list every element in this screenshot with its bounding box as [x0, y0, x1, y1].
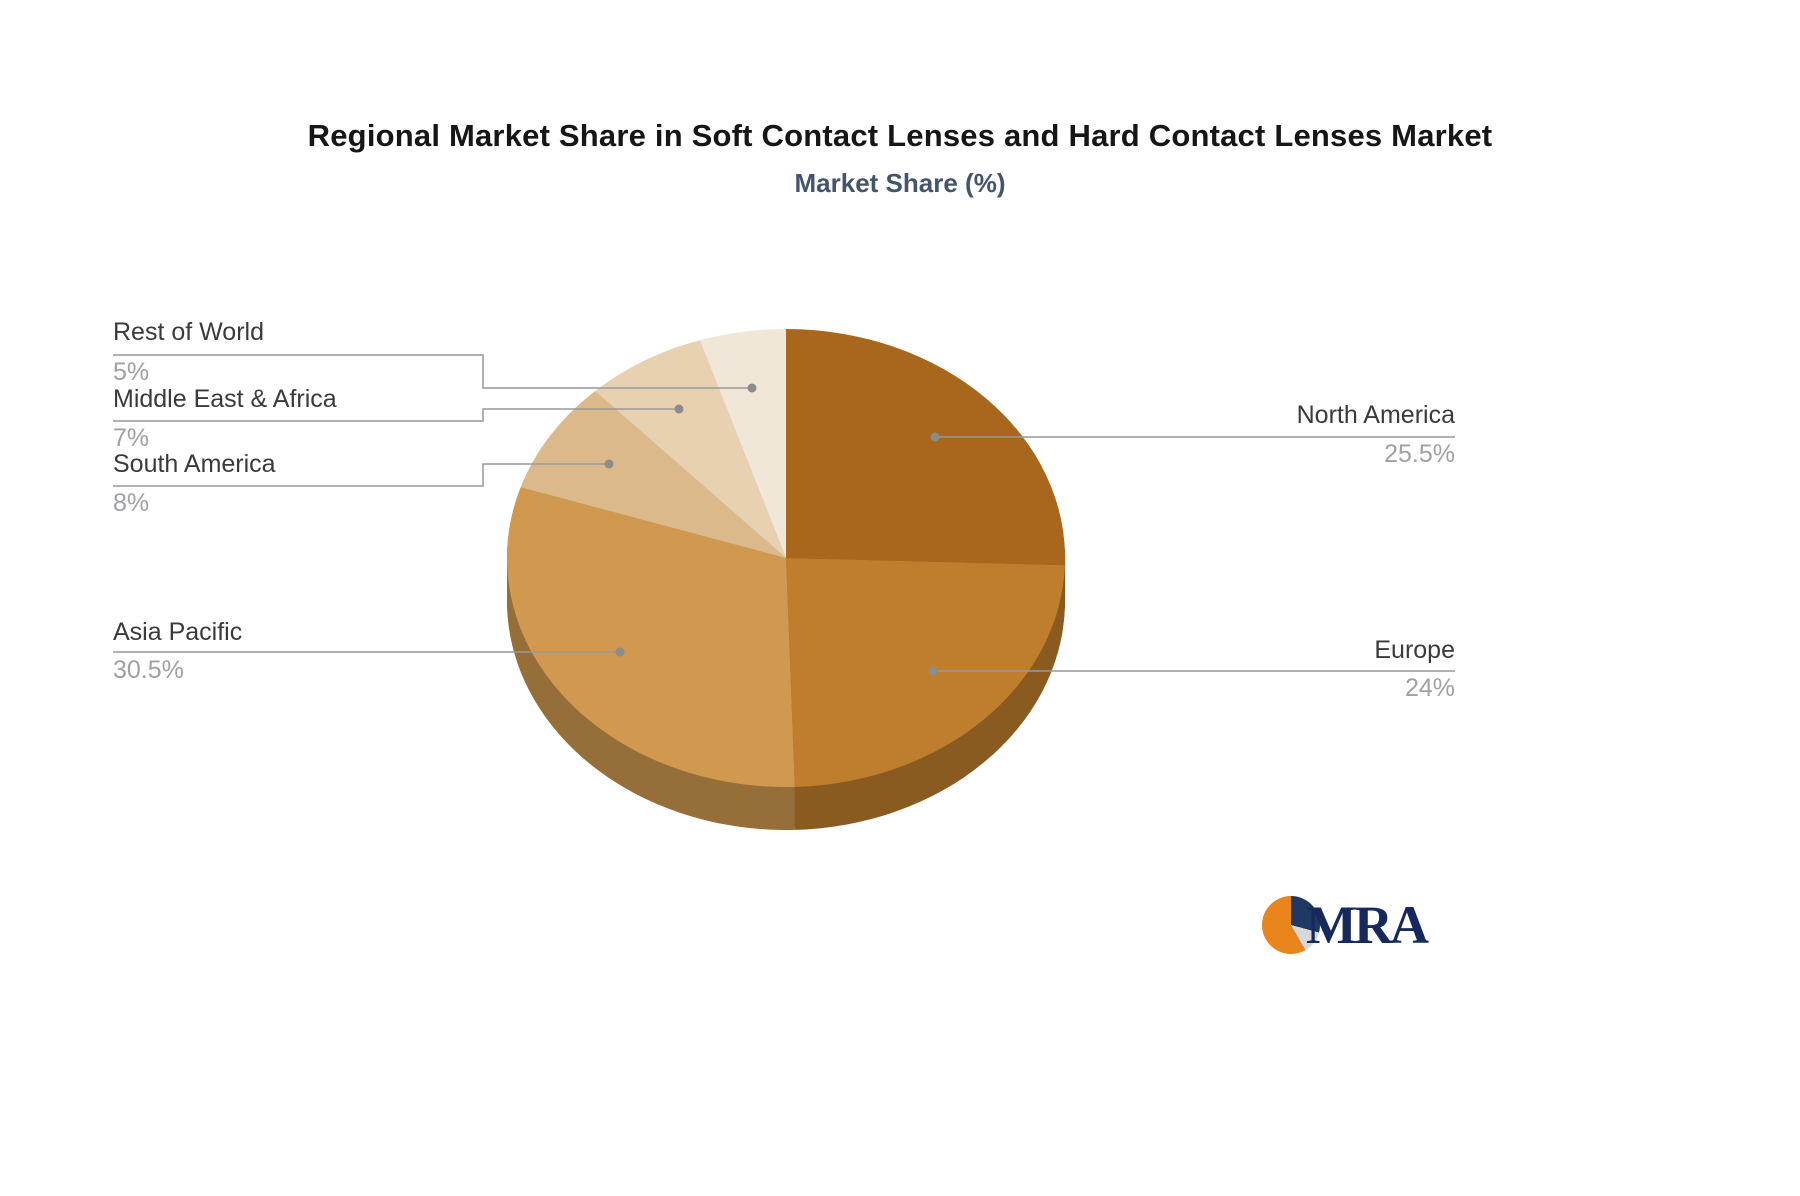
chart-subtitle: Market Share (%)	[794, 168, 1006, 198]
leader-dot-north-america	[930, 432, 940, 442]
leader-dot-middle-east-africa	[674, 404, 684, 414]
pie-slice-europe[interactable]	[786, 558, 1065, 787]
label-middle-east-africa: Middle East & Africa	[113, 385, 337, 413]
value-north-america: 25.5%	[1384, 440, 1455, 468]
pie-slices[interactable]	[506, 329, 1065, 831]
leader-line-south-america	[113, 463, 609, 487]
brand-logo-text: MRA	[1306, 895, 1429, 955]
value-rest-of-world: 5%	[113, 358, 150, 386]
leader-lines	[113, 354, 1455, 672]
leader-dot-asia-pacific	[615, 647, 625, 657]
label-asia-pacific: Asia Pacific	[113, 618, 243, 646]
leader-dot-europe	[928, 666, 938, 676]
label-europe: Europe	[1374, 636, 1455, 664]
value-asia-pacific: 30.5%	[113, 656, 184, 684]
leader-dots	[604, 383, 940, 676]
value-europe: 24%	[1404, 674, 1455, 702]
leader-line-middle-east-africa	[113, 408, 679, 422]
label-north-america: North America	[1296, 401, 1455, 429]
leader-dot-rest-of-world	[747, 383, 757, 393]
leader-line-rest-of-world	[113, 354, 752, 389]
brand-logo: MRA	[1262, 895, 1429, 955]
chart-title: Regional Market Share in Soft Contact Le…	[307, 118, 1493, 153]
pie-slice-middle-east-africa[interactable]	[595, 340, 786, 558]
value-middle-east-africa: 7%	[113, 424, 150, 452]
value-south-america: 8%	[113, 489, 150, 517]
brand-logo-icon	[1262, 896, 1320, 954]
label-south-america: South America	[113, 450, 276, 478]
pie-slice-south-america[interactable]	[520, 391, 786, 558]
label-rest-of-world: Rest of World	[113, 318, 264, 346]
leader-dot-south-america	[604, 459, 614, 469]
pie-slice-north-america[interactable]	[786, 329, 1065, 566]
pie-slice-rest-of-world[interactable]	[699, 329, 786, 558]
pie-slice-asia-pacific[interactable]	[506, 487, 795, 788]
